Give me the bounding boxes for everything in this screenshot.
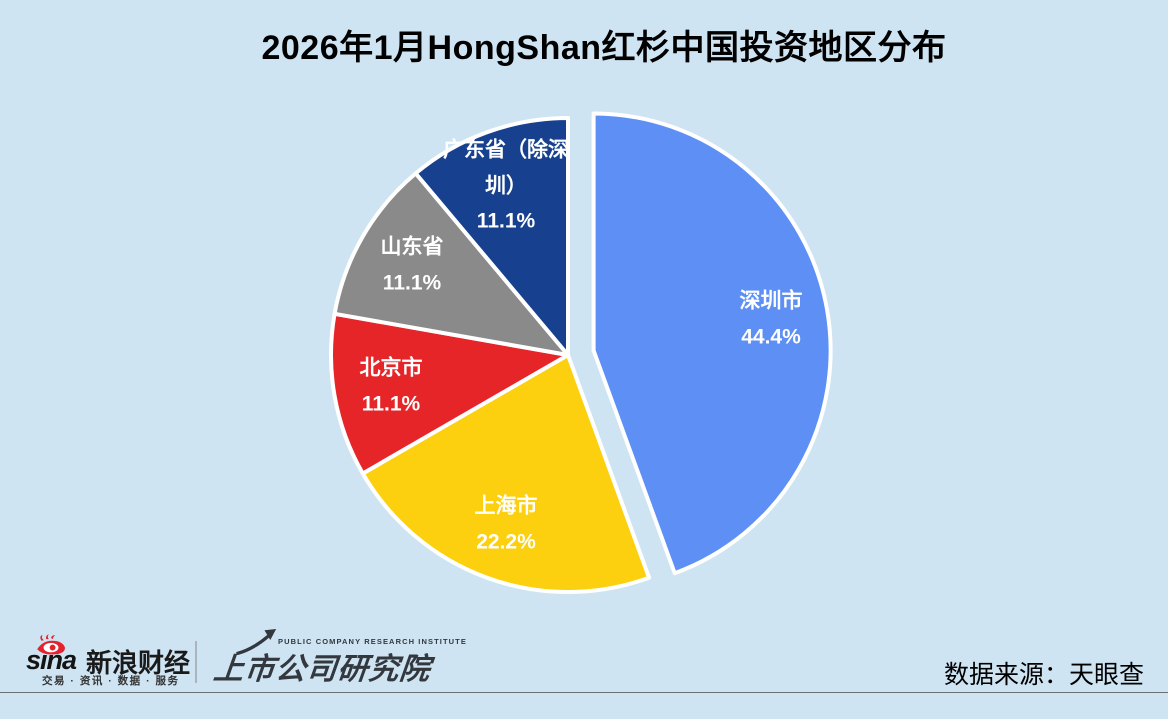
footer: sina 新浪财经 交易 · 资讯 · 数据 · 服务 PUBLIC COMPA… [0,628,1168,719]
slice-name: 山东省 [380,235,444,259]
slice-percent: 11.1% [476,209,536,233]
slice-percent: 11.1% [382,271,442,294]
pie-slice-label-2: 北京市 11.1% [316,350,466,421]
institute-name-cn: 上市公司研究院 [211,653,433,686]
slice-percent: 44.4% [741,325,801,348]
pie-slice-1 [360,353,652,594]
sina-eye-icon [37,634,65,655]
footer-rule [0,692,1168,693]
sina-brand-name: 新浪财经 [86,648,191,678]
slice-name: 广东省（除深圳） [443,138,569,198]
data-source-label: 数据来源：天眼查 [943,661,1144,689]
pie-slice-label-1: 上海市 22.2% [431,488,581,559]
footer-divider [195,641,197,683]
pie-slice-0 [591,111,833,576]
pie-slice-4 [413,116,570,357]
institute-name-en: PUBLIC COMPANY RESEARCH INSTITUTE [278,637,467,646]
sina-tagline: 交易 · 资讯 · 数据 · 服务 [42,675,180,687]
slice-percent: 22.2% [476,530,536,553]
pie-slice-label-0: 深圳市 44.4% [696,283,846,354]
pie-slice-2 [329,311,570,476]
pie-slice-label-4: 广东省（除深圳） 11.1% [431,132,581,239]
pie-slice-label-3: 山东省 11.1% [337,229,487,300]
slice-name: 深圳市 [739,289,803,313]
pie-slice-3 [332,171,570,357]
slice-name: 北京市 [359,356,423,380]
slice-percent: 11.1% [361,392,421,415]
trend-arrow-icon [236,629,277,655]
slice-name: 上海市 [474,494,538,518]
chart-title: 2026年1月HongShan红杉中国投资地区分布 [261,29,947,67]
